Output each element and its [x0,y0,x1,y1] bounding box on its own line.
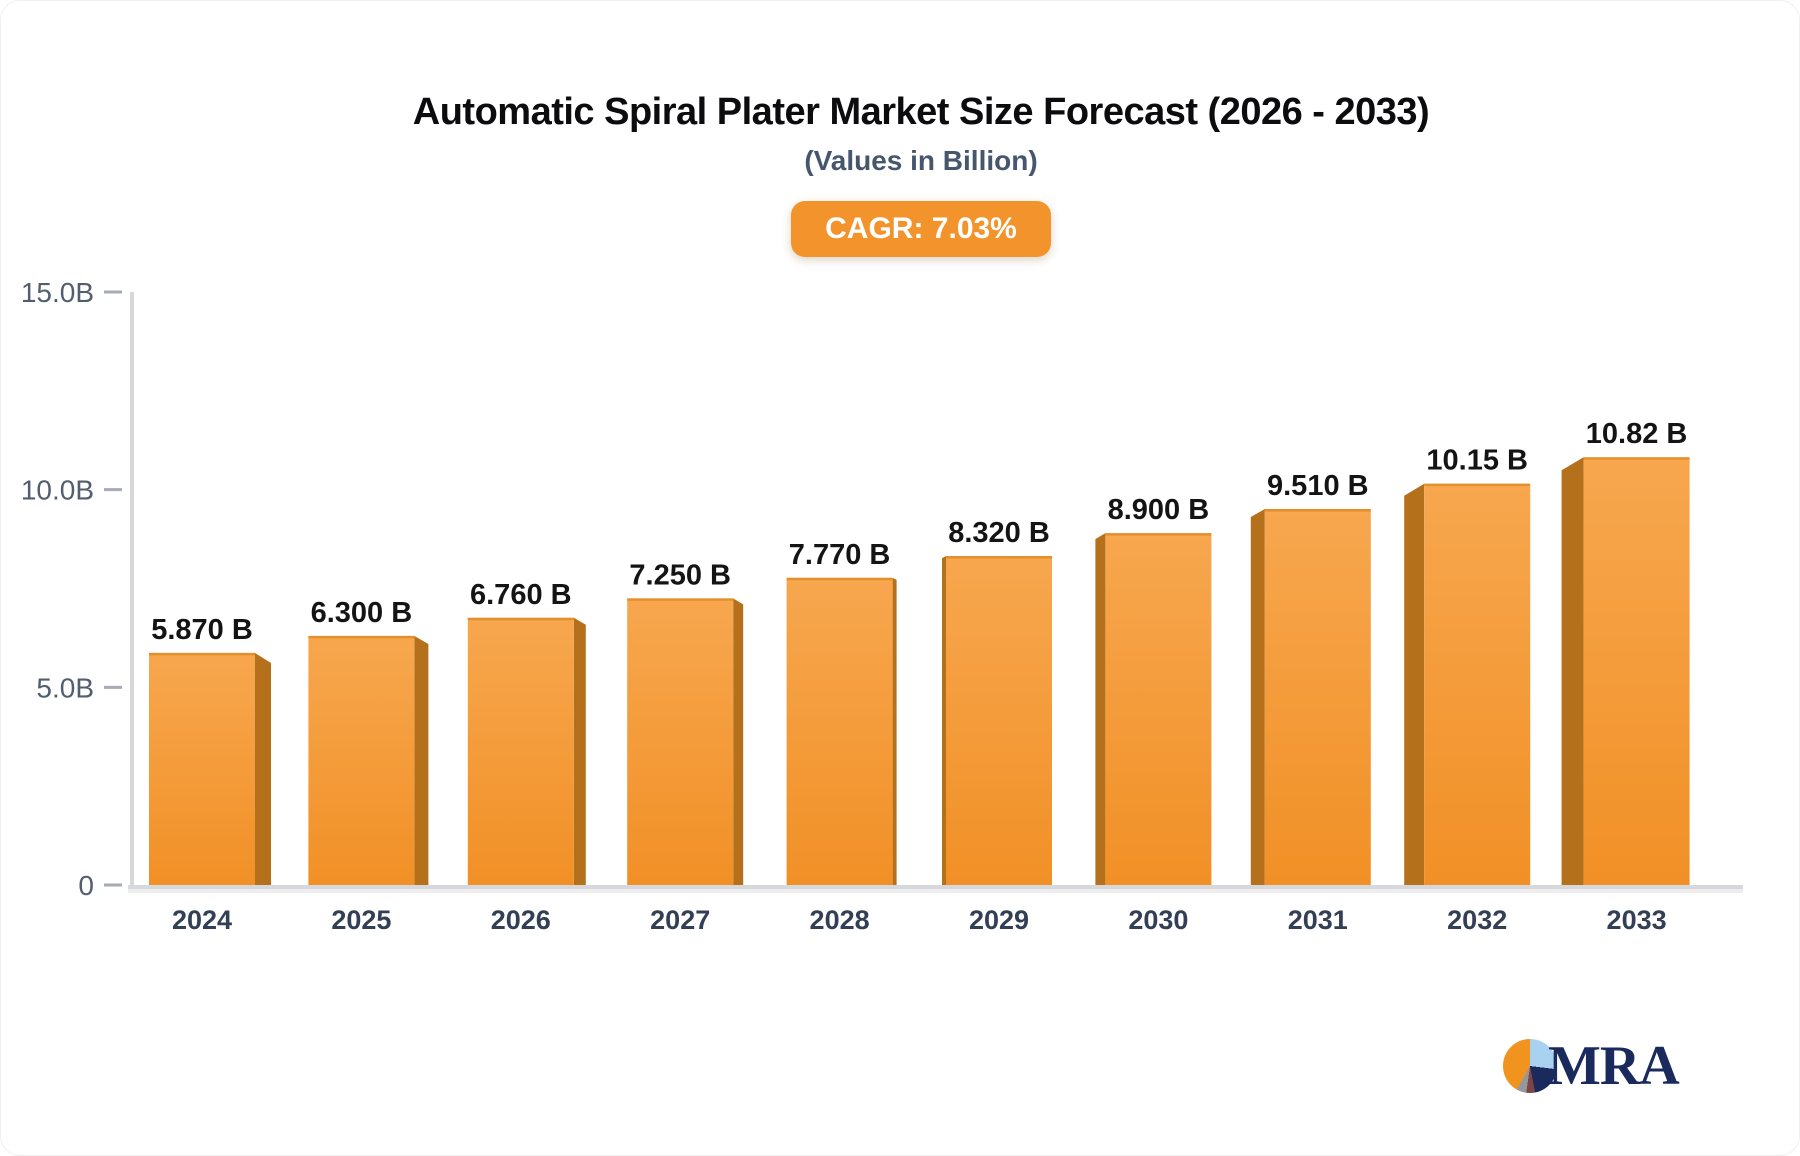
bar-front-face [786,577,893,885]
x-axis-year-label: 2026 [491,905,551,935]
bar-front-face [149,652,255,885]
x-axis-year-label: 2025 [331,905,391,935]
bar-2028: 7.770 B 2028 [786,539,897,935]
y-tick-label: 0 [78,870,94,901]
bar-2032: 10.15 B 2032 [1404,445,1531,935]
bar-front-face [308,635,415,885]
bar-value-label: 6.760 B [470,579,572,611]
bar-front-face [627,598,734,885]
bar-value-label: 7.770 B [789,539,891,571]
bar-side-face [733,598,744,885]
chart-subtitle: (Values in Billion) [804,145,1038,176]
bar-value-label: 10.15 B [1426,445,1528,477]
bar-value-label: 8.320 B [948,517,1050,549]
chart-header: Automatic Spiral Plater Market Size Fore… [41,89,1799,257]
bar-value-label: 10.82 B [1586,418,1688,450]
bar-front-face [1424,483,1531,885]
bar-2030: 8.900 B 2030 [1095,494,1212,935]
bar-front-face [1105,533,1212,885]
x-axis-year-label: 2029 [969,905,1029,935]
x-axis-year-label: 2032 [1447,905,1507,935]
bar-side-face [1095,533,1106,885]
bar-2025: 6.300 B 2025 [308,597,429,935]
y-tick-label: 5.0B [36,672,94,703]
bar-value-label: 9.510 B [1267,470,1369,502]
bar-side-face [1250,509,1265,885]
x-axis-year-label: 2031 [1288,905,1348,935]
bar-2026: 6.760 B 2026 [467,579,586,935]
bar-side-face [255,652,271,885]
cagr-badge: CAGR: 7.03% [791,201,1051,257]
bar-value-label: 6.300 B [311,597,413,629]
x-axis-year-label: 2027 [650,905,710,935]
y-tick-label: 15.0B [21,277,94,308]
y-axis-line [130,292,134,889]
x-axis-year-label: 2028 [810,905,870,935]
bar-2027: 7.250 B 2027 [627,559,744,935]
bar-front-face [946,556,1052,885]
x-axis-year-label: 2033 [1607,905,1667,935]
bar-2024: 5.870 B 2024 [149,614,271,935]
logo-text: MRA [1548,1035,1680,1097]
bar-value-label: 8.900 B [1108,494,1210,526]
bar-side-face [892,577,897,885]
x-axis-year-label: 2030 [1128,905,1188,935]
bar-side-face [1404,483,1425,885]
bar-side-face [414,635,429,885]
bar-value-label: 7.250 B [629,559,731,591]
page-title: Automatic Spiral Plater Market Size Fore… [412,91,1430,133]
bar-front-face [467,617,574,885]
bar-side-face [573,617,586,885]
mra-logo: MRA [1503,1035,1680,1097]
bar-2031: 9.510 B 2031 [1250,470,1371,935]
bar-front-face [1264,509,1371,885]
bar-front-face [1583,457,1690,885]
pie-chart-logo-icon [1503,1039,1557,1093]
bar-side-face [942,556,946,885]
x-axis-year-label: 2024 [172,905,232,935]
bar-value-label: 5.870 B [151,614,253,646]
bar-2033: 10.82 B 2033 [1561,418,1690,935]
bar-side-face [1561,457,1584,885]
x-axis-baseline-shadow [128,889,1743,893]
x-axis-baseline [128,885,1743,889]
bar-2029: 8.320 B 2029 [942,517,1052,935]
y-tick-label: 10.0B [21,475,94,506]
